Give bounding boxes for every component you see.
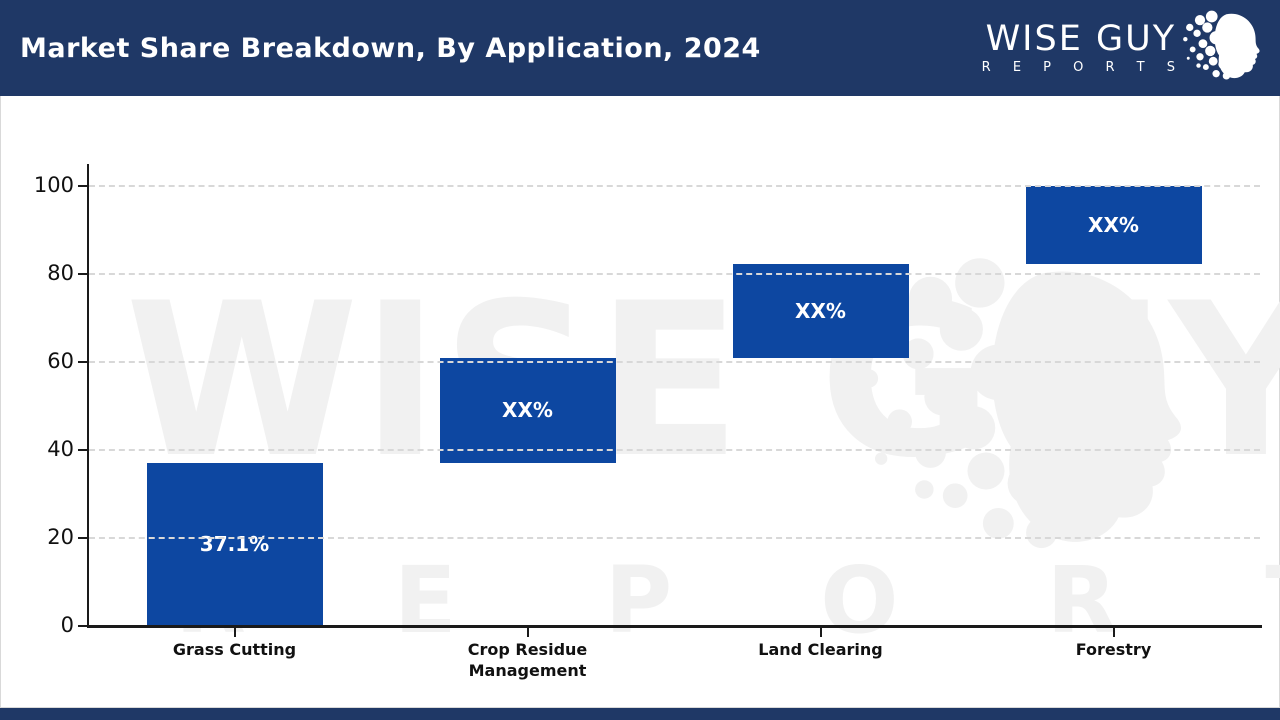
y-tick-label-0: 0: [60, 613, 74, 637]
y-axis-line: [87, 164, 89, 627]
bar-value-label-grass-cutting: 37.1%: [199, 532, 270, 557]
grid-line-100: [89, 185, 1260, 187]
bar-value-label-land-clearing: XX%: [795, 298, 846, 323]
grid-line-40: [89, 449, 1260, 451]
grid-line-60: [89, 361, 1260, 363]
header-bar: Market Share Breakdown, By Application, …: [0, 0, 1280, 96]
x-tick-forestry: [1112, 628, 1115, 637]
bar-crop-residue-management: XX%: [439, 357, 616, 463]
footer-bar: [0, 708, 1280, 720]
x-tick-label-forestry: Forestry: [1075, 640, 1152, 659]
y-tick-label-100: 100: [33, 173, 74, 197]
bar-value-label-crop-residue-management: XX%: [502, 398, 553, 423]
x-tick-grass-cutting: [233, 628, 236, 637]
bar-forestry: XX%: [1025, 186, 1202, 264]
watermark-dotted-head: [859, 258, 1181, 549]
x-tick-crop-residue-management: [526, 628, 529, 637]
y-tick-40: [78, 449, 87, 451]
logo-wordmark: WISE GUY: [985, 18, 1177, 59]
y-tick-label-60: 60: [47, 349, 74, 373]
y-tick-20: [78, 537, 87, 539]
bar-land-clearing: XX%: [732, 263, 909, 358]
x-tick-label-grass-cutting: Grass Cutting: [172, 640, 297, 659]
grid-line-80: [89, 273, 1260, 275]
y-tick-80: [78, 273, 87, 275]
watermark-subtitle: R E P O R T S: [175, 547, 1280, 654]
logo-subtitle: R E P O R T S: [981, 59, 1184, 75]
y-tick-label-80: 80: [47, 261, 74, 285]
frame-border: [0, 707, 1280, 708]
y-tick-0: [78, 625, 87, 627]
x-tick-label-crop-residue-management: Crop Residue Management: [467, 640, 588, 680]
wise-guy-reports-logo: WISE GUY R E P O R T S: [978, 9, 1280, 87]
x-axis-line: [87, 625, 1262, 628]
grid-line-20: [89, 537, 1260, 539]
bar-value-label-forestry: XX%: [1088, 212, 1139, 237]
y-tick-label-20: 20: [47, 525, 74, 549]
x-tick-label-land-clearing: Land Clearing: [758, 640, 883, 659]
y-tick-100: [78, 185, 87, 187]
y-tick-label-40: 40: [47, 437, 74, 461]
bar-grass-cutting: 37.1%: [146, 462, 323, 626]
dotted-head-icon: [1183, 10, 1260, 80]
page-title: Market Share Breakdown, By Application, …: [20, 32, 761, 64]
x-tick-land-clearing: [819, 628, 822, 637]
y-tick-60: [78, 361, 87, 363]
